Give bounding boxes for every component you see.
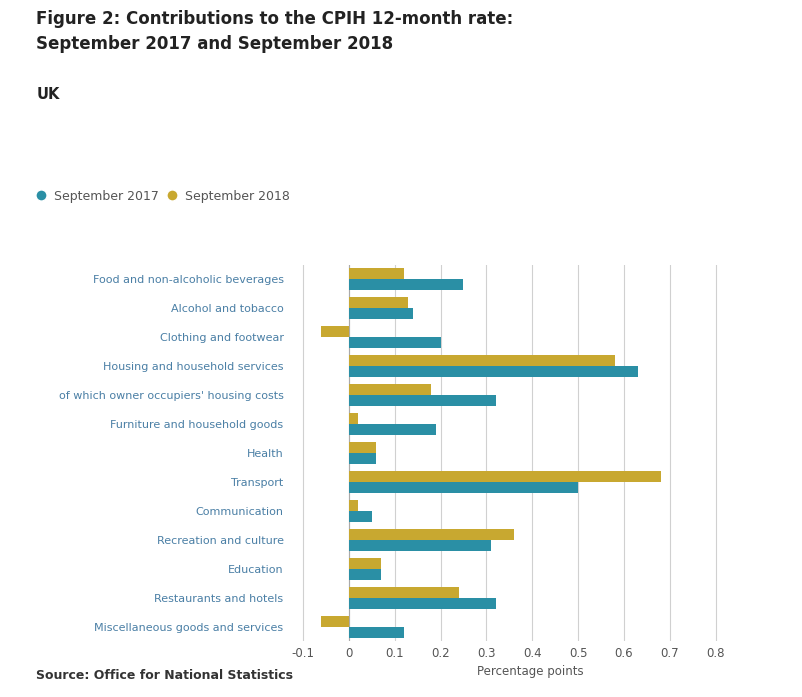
Bar xyxy=(348,268,403,279)
Bar xyxy=(348,298,408,308)
Bar xyxy=(348,482,577,493)
Bar xyxy=(348,540,490,551)
Bar xyxy=(348,471,660,482)
X-axis label: Percentage points: Percentage points xyxy=(476,666,582,678)
Bar xyxy=(321,326,348,337)
Bar xyxy=(348,442,376,453)
Bar xyxy=(348,279,463,291)
Bar xyxy=(348,587,458,598)
Bar xyxy=(348,424,435,435)
Bar xyxy=(348,366,637,377)
Bar xyxy=(348,558,380,569)
Bar xyxy=(348,413,358,424)
Text: Source: Office for National Statistics: Source: Office for National Statistics xyxy=(36,668,293,682)
Bar xyxy=(348,337,440,348)
Bar xyxy=(348,395,495,406)
Bar xyxy=(348,529,513,540)
Bar xyxy=(348,308,412,319)
Text: Figure 2: Contributions to the CPIH 12-month rate:
September 2017 and September : Figure 2: Contributions to the CPIH 12-m… xyxy=(36,10,512,54)
Bar xyxy=(348,598,495,608)
Bar xyxy=(348,355,614,366)
Bar xyxy=(348,511,371,522)
Legend: September 2017, September 2018: September 2017, September 2018 xyxy=(38,190,290,204)
Bar xyxy=(348,627,403,638)
Bar xyxy=(321,615,348,627)
Bar xyxy=(348,453,376,464)
Bar xyxy=(348,384,431,395)
Bar xyxy=(348,569,380,580)
Text: UK: UK xyxy=(36,87,59,102)
Bar xyxy=(348,500,358,511)
